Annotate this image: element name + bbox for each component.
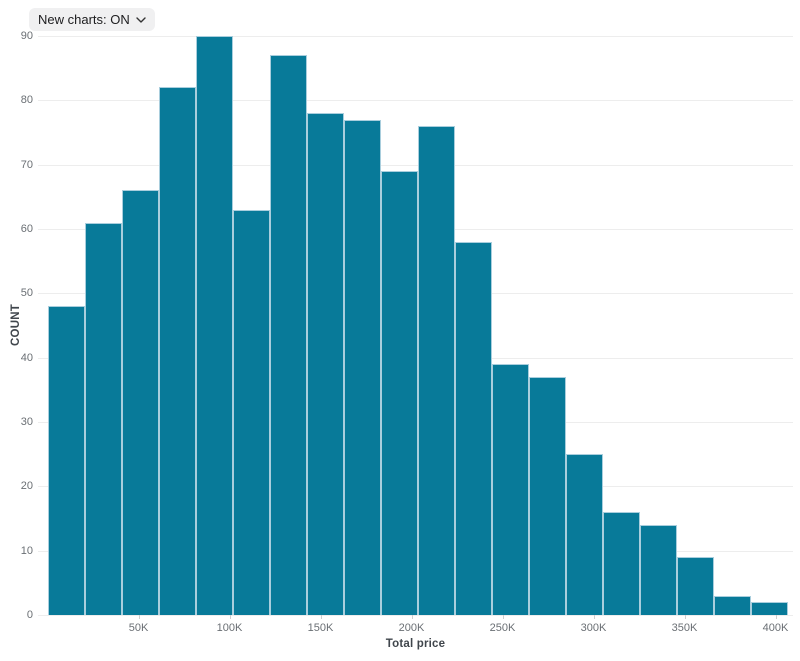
y-tick-label: 30 [20,416,33,428]
histogram-bar[interactable] [492,364,530,615]
y-axis-title: COUNT [10,303,22,346]
y-tick-label: 0 [26,609,33,621]
histogram-bar[interactable] [603,512,641,615]
y-tick-label: 50 [20,287,33,300]
x-tick-label: 100K [216,622,243,634]
chevron-down-icon [136,16,146,23]
histogram-bar[interactable] [343,119,381,615]
x-tick-mark [502,615,504,619]
x-tick-mark [229,615,231,619]
histogram-bar[interactable] [195,36,233,615]
y-tick-label: 40 [20,351,33,364]
x-tick-mark [775,615,777,619]
histogram-bar[interactable] [751,602,789,615]
histogram-bar[interactable] [47,306,85,615]
y-tick-label: 70 [20,158,33,171]
y-tick-label: 90 [20,30,33,42]
y-tick-label: 20 [20,480,33,493]
histogram-bar[interactable] [232,209,270,615]
histogram-bar[interactable] [418,126,456,615]
histogram-bar[interactable] [269,55,307,615]
x-tick-mark [138,615,140,619]
x-tick-label: 250K [489,622,516,634]
histogram-bar[interactable] [566,454,604,615]
x-tick-label: 300K [580,622,607,634]
new-charts-label: New charts: ON [38,12,130,27]
y-tick-label: 80 [20,94,33,107]
histogram-bar[interactable] [380,171,418,615]
histogram-bar[interactable] [121,190,159,615]
y-gridline [38,164,793,166]
histogram-bar[interactable] [158,87,196,615]
y-tick-label: 60 [20,223,33,235]
x-tick-label: 400K [762,622,789,634]
x-tick-mark [411,615,413,619]
x-tick-label: 150K [307,622,334,634]
x-axis-title: Total price [385,638,446,650]
x-tick-mark [593,615,595,619]
histogram-bar[interactable] [640,524,678,615]
histogram-bar[interactable] [714,595,752,615]
x-tick-mark [320,615,322,619]
x-tick-label: 200K [398,622,425,634]
histogram-bar[interactable] [529,376,567,615]
x-tick-label: 350K [671,622,698,634]
histogram-bar[interactable] [306,113,344,615]
new-charts-dropdown[interactable]: New charts: ON [29,8,155,31]
x-tick-label: 50K [128,622,149,634]
histogram-bar[interactable] [677,557,715,615]
y-gridline [38,100,793,102]
histogram-bar[interactable] [84,222,122,615]
y-tick-label: 10 [20,544,33,557]
y-gridline [38,615,793,616]
histogram-bar[interactable] [455,241,493,615]
x-tick-mark [684,615,686,619]
y-gridline [38,36,793,37]
